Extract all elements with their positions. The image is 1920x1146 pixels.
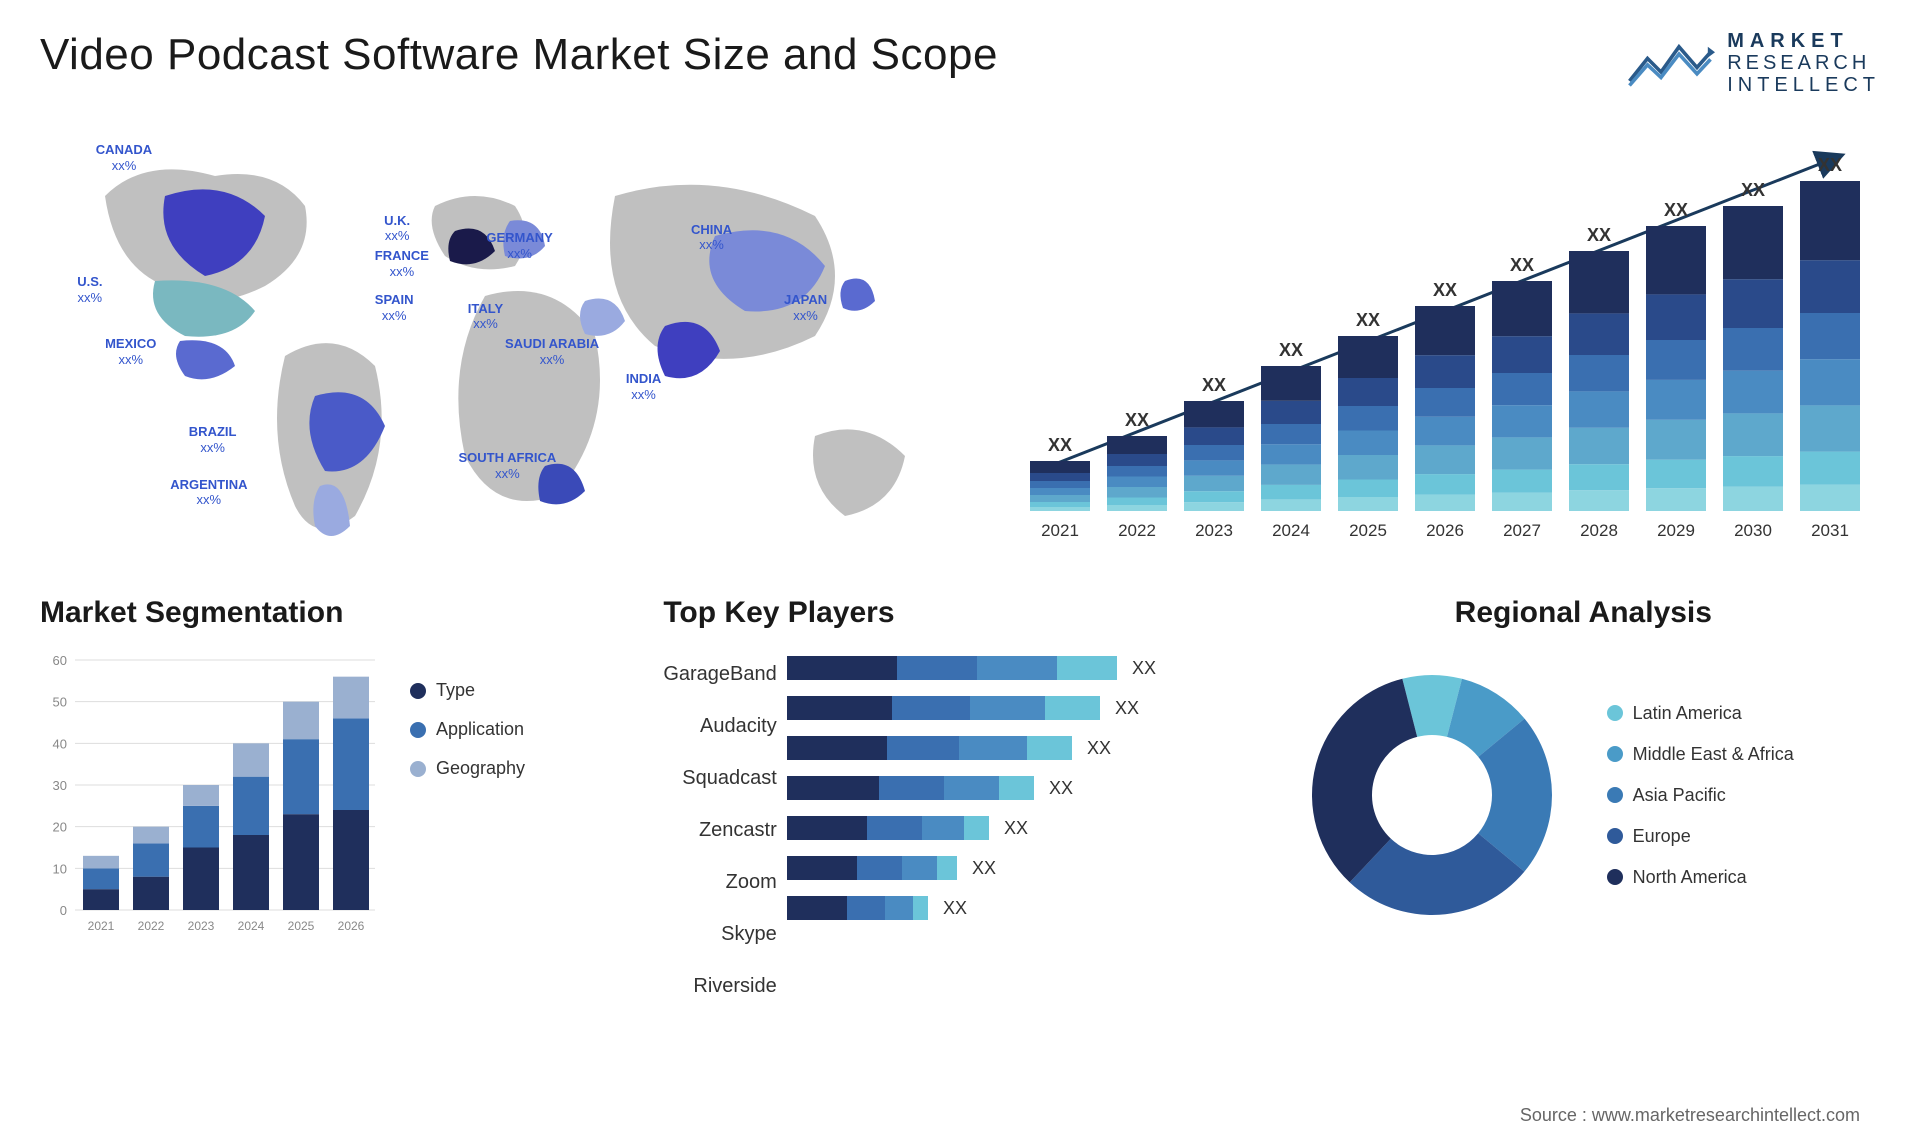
map-label: CHINAxx% xyxy=(691,222,732,253)
svg-text:20: 20 xyxy=(53,820,67,835)
svg-text:XX: XX xyxy=(1202,375,1226,395)
segmentation-chart: 0 10 20 30 40 50 60 2021 2022 2023 2024 2025 2026 xyxy=(40,650,380,940)
logo-icon xyxy=(1625,33,1715,93)
map-saudi xyxy=(580,299,625,336)
svg-text:2025: 2025 xyxy=(288,919,315,933)
map-label: U.K.xx% xyxy=(384,213,410,244)
map-label: MEXICOxx% xyxy=(105,336,156,367)
legend-item: Type xyxy=(410,680,525,701)
legend-item: North America xyxy=(1607,867,1794,888)
svg-text:2021: 2021 xyxy=(1041,521,1079,540)
svg-text:2021: 2021 xyxy=(88,919,115,933)
svg-text:XX: XX xyxy=(943,898,967,918)
svg-text:XX: XX xyxy=(1664,200,1688,220)
svg-text:2023: 2023 xyxy=(1195,521,1233,540)
growth-bar-chart: XX 2021 XX 2022 XX 2023 XX 2024 XX 2025 XX 2026 XX 20… xyxy=(1010,116,1880,556)
world-map-panel: CANADAxx% U.S.xx% MEXICOxx% BRAZILxx% ARGENT… xyxy=(40,116,970,556)
svg-text:2026: 2026 xyxy=(338,919,365,933)
svg-text:2027: 2027 xyxy=(1503,521,1541,540)
player-label: Squadcast xyxy=(682,758,777,798)
svg-text:XX: XX xyxy=(1279,340,1303,360)
svg-text:50: 50 xyxy=(53,695,67,710)
map-label: JAPANxx% xyxy=(784,292,827,323)
svg-text:2024: 2024 xyxy=(238,919,265,933)
legend-item: Middle East & Africa xyxy=(1607,744,1794,765)
svg-text:2030: 2030 xyxy=(1734,521,1772,540)
regional-title: Regional Analysis xyxy=(1287,596,1880,630)
map-label: GERMANYxx% xyxy=(486,230,552,261)
players-panel: Top Key Players GarageBand Audacity Squadc… xyxy=(663,596,1256,976)
svg-text:2028: 2028 xyxy=(1580,521,1618,540)
players-labels: GarageBand Audacity Squadcast Zencastr Zoom S… xyxy=(663,650,776,1006)
svg-text:XX: XX xyxy=(1048,435,1072,455)
svg-text:2025: 2025 xyxy=(1349,521,1387,540)
header: Video Podcast Software Market Size and S… xyxy=(40,30,1880,96)
map-mexico xyxy=(176,340,235,379)
top-row: CANADAxx% U.S.xx% MEXICOxx% BRAZILxx% ARGENT… xyxy=(40,116,1880,556)
map-label: CANADAxx% xyxy=(96,142,152,173)
svg-text:XX: XX xyxy=(1356,310,1380,330)
map-japan xyxy=(840,279,875,311)
svg-text:2022: 2022 xyxy=(1118,521,1156,540)
svg-text:2029: 2029 xyxy=(1657,521,1695,540)
map-label: ITALYxx% xyxy=(468,301,503,332)
legend-item: Asia Pacific xyxy=(1607,785,1794,806)
regional-panel: Regional Analysis Latin America Middle Ea… xyxy=(1287,596,1880,976)
legend-item: Geography xyxy=(410,758,525,779)
player-label: Riverside xyxy=(693,966,776,1006)
players-title: Top Key Players xyxy=(663,596,1256,630)
svg-text:2024: 2024 xyxy=(1272,521,1310,540)
source-text: Source : www.marketresearchintellect.com xyxy=(1520,1105,1860,1126)
svg-text:2022: 2022 xyxy=(138,919,165,933)
svg-text:XX: XX xyxy=(1087,738,1111,758)
svg-text:40: 40 xyxy=(53,736,67,751)
legend-item: Application xyxy=(410,719,525,740)
player-label: Zoom xyxy=(726,862,777,902)
svg-text:60: 60 xyxy=(53,653,67,668)
svg-text:XX: XX xyxy=(1818,155,1842,175)
svg-text:XX: XX xyxy=(1433,280,1457,300)
map-label: BRAZILxx% xyxy=(189,424,237,455)
map-label: INDIAxx% xyxy=(626,371,661,402)
segmentation-legend: Type Application Geography xyxy=(410,650,525,940)
svg-text:XX: XX xyxy=(1132,658,1156,678)
svg-text:0: 0 xyxy=(60,903,67,918)
logo-text: MARKET RESEARCH INTELLECT xyxy=(1727,30,1880,96)
map-label: ARGENTINAxx% xyxy=(170,477,247,508)
regional-legend: Latin America Middle East & Africa Asia Pa… xyxy=(1607,703,1794,888)
svg-text:XX: XX xyxy=(1115,698,1139,718)
map-label: FRANCExx% xyxy=(375,248,429,279)
regional-donut xyxy=(1287,650,1577,940)
players-chart: XXXXXXXXXXXXXX xyxy=(787,650,1157,940)
svg-text:2023: 2023 xyxy=(188,919,215,933)
player-label: Zencastr xyxy=(699,810,777,850)
svg-text:XX: XX xyxy=(972,858,996,878)
svg-text:XX: XX xyxy=(1004,818,1028,838)
svg-text:XX: XX xyxy=(1741,180,1765,200)
player-label: Audacity xyxy=(700,706,777,746)
map-label: U.S.xx% xyxy=(77,274,102,305)
svg-text:XX: XX xyxy=(1587,225,1611,245)
map-label: SAUDI ARABIAxx% xyxy=(505,336,599,367)
segmentation-panel: Market Segmentation 0 10 20 30 40 50 60 2021 202… xyxy=(40,596,633,976)
svg-text:2026: 2026 xyxy=(1426,521,1464,540)
svg-text:2031: 2031 xyxy=(1811,521,1849,540)
svg-text:10: 10 xyxy=(53,861,67,876)
bottom-row: Market Segmentation 0 10 20 30 40 50 60 2021 202… xyxy=(40,596,1880,976)
map-label: SOUTH AFRICAxx% xyxy=(459,450,557,481)
brand-logo: MARKET RESEARCH INTELLECT xyxy=(1625,30,1880,96)
legend-item: Latin America xyxy=(1607,703,1794,724)
page-title: Video Podcast Software Market Size and S… xyxy=(40,30,998,80)
legend-item: Europe xyxy=(1607,826,1794,847)
player-label: GarageBand xyxy=(663,654,776,694)
player-label: Skype xyxy=(721,914,777,954)
map-label: SPAINxx% xyxy=(375,292,414,323)
svg-text:XX: XX xyxy=(1125,410,1149,430)
segmentation-title: Market Segmentation xyxy=(40,596,633,630)
svg-text:XX: XX xyxy=(1510,255,1534,275)
svg-text:30: 30 xyxy=(53,778,67,793)
svg-text:XX: XX xyxy=(1049,778,1073,798)
